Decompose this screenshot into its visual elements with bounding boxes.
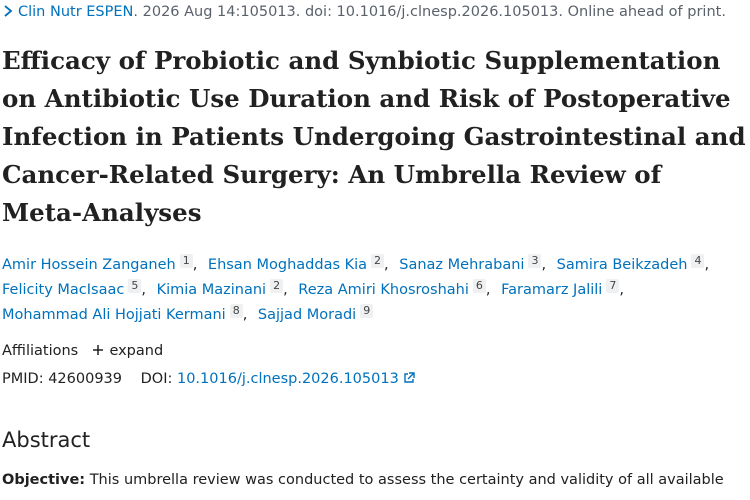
journal-link[interactable]: Clin Nutr ESPEN [18, 4, 134, 20]
author-link[interactable]: Sajjad Moradi [257, 307, 357, 323]
citation-line: Clin Nutr ESPEN. 2026 Aug 14:105013. doi… [2, 4, 726, 20]
author: Ehsan Moghaddas Kia 2 [207, 254, 395, 273]
affiliation-number[interactable]: 2 [371, 254, 385, 268]
author: Kimia Mazinani 2 [156, 279, 294, 298]
affiliation-number[interactable]: 8 [229, 304, 243, 318]
author-link[interactable]: Sanaz Mehrabani [399, 257, 525, 273]
expand-toggle[interactable]: expand [109, 343, 164, 359]
plus-icon[interactable] [91, 344, 105, 356]
author-link[interactable]: Ehsan Moghaddas Kia [207, 257, 368, 273]
citation-text: . 2026 Aug 14:105013. doi: 10.1016/j.cln… [133, 4, 726, 20]
author-link[interactable]: Reza Amiri Khosroshahi [298, 282, 469, 298]
pmid-value: 42600939 [48, 371, 123, 387]
affiliation-number[interactable]: 9 [360, 304, 374, 318]
article-title: Efficacy of Probiotic and Synbiotic Supp… [2, 46, 746, 227]
author-link[interactable]: Kimia Mazinani [156, 282, 267, 298]
abstract-heading: Abstract [2, 428, 91, 452]
affiliation-number[interactable]: 5 [128, 279, 142, 293]
author: Felicity MacIsaac 5 [2, 279, 152, 298]
affiliation-number[interactable]: 3 [528, 254, 542, 268]
doi-link[interactable]: 10.1016/j.clnesp.2026.105013 [176, 371, 399, 387]
affiliation-number[interactable]: 4 [691, 254, 705, 268]
author: Sajjad Moradi 9 [257, 304, 379, 323]
chevron-icon[interactable] [2, 4, 14, 18]
author-link[interactable]: Faramarz Jalili [501, 282, 603, 298]
doi-label: DOI: [140, 371, 173, 387]
author-link[interactable]: Amir Hossein Zanganeh [2, 257, 176, 273]
author: Faramarz Jalili 7 [501, 279, 630, 298]
author: Sanaz Mehrabani 3 [399, 254, 552, 273]
affiliation-number[interactable]: 1 [179, 254, 193, 268]
affiliation-number[interactable]: 2 [270, 279, 284, 293]
affiliation-number[interactable]: 7 [606, 279, 620, 293]
affiliations-label: Affiliations [2, 343, 79, 359]
author-link[interactable]: Felicity MacIsaac [2, 282, 125, 298]
author: Mohammad Ali Hojjati Kermani 8 [2, 304, 253, 323]
author-link[interactable]: Samira Beikzadeh [556, 257, 688, 273]
external-link-icon[interactable] [403, 372, 416, 384]
author: Reza Amiri Khosroshahi 6 [298, 279, 497, 298]
affiliations-row: Affiliations expand [2, 343, 163, 359]
affiliation-number[interactable]: 6 [472, 279, 486, 293]
author: Amir Hossein Zanganeh 1 [2, 254, 203, 273]
ids-row: PMID: 42600939 DOI: 10.1016/j.clnesp.202… [2, 371, 416, 387]
author-link[interactable]: Mohammad Ali Hojjati Kermani [2, 307, 226, 323]
author: Samira Beikzadeh 4 [556, 254, 715, 273]
objective-label: Objective: [2, 472, 86, 488]
objective-text: This umbrella review was conducted to as… [89, 472, 724, 488]
pmid-label: PMID: [2, 371, 44, 387]
objective-paragraph: Objective: This umbrella review was cond… [2, 472, 724, 488]
